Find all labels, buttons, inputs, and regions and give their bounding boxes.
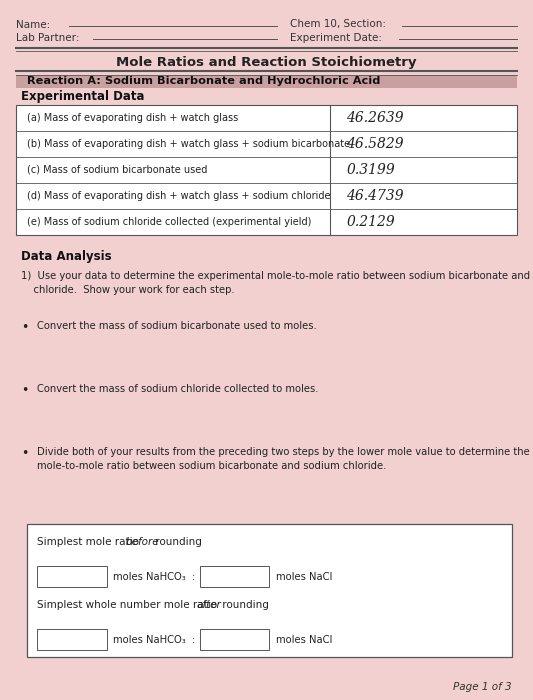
Text: Name:: Name: (16, 20, 50, 29)
Text: (a) Mass of evaporating dish + watch glass: (a) Mass of evaporating dish + watch gla… (27, 113, 238, 123)
Text: before: before (125, 537, 159, 547)
Text: moles NaCl: moles NaCl (276, 635, 332, 645)
Text: Experiment Date:: Experiment Date: (290, 33, 383, 43)
Text: Data Analysis: Data Analysis (21, 250, 112, 263)
Text: 46.5829: 46.5829 (346, 137, 404, 151)
Text: Chem 10, Section:: Chem 10, Section: (290, 20, 386, 29)
Text: Page 1 of 3: Page 1 of 3 (453, 682, 512, 692)
Text: rounding: rounding (219, 600, 269, 610)
Text: 46.2639: 46.2639 (346, 111, 404, 125)
Text: •: • (21, 447, 29, 461)
Text: rounding: rounding (152, 537, 202, 547)
Text: (c) Mass of sodium bicarbonate used: (c) Mass of sodium bicarbonate used (27, 164, 207, 175)
Text: moles NaHCO₃  :: moles NaHCO₃ : (113, 635, 195, 645)
Text: Reaction A: Sodium Bicarbonate and Hydrochloric Acid: Reaction A: Sodium Bicarbonate and Hydro… (27, 76, 380, 86)
Text: 0.3199: 0.3199 (346, 163, 395, 176)
Text: (d) Mass of evaporating dish + watch glass + sodium chloride: (d) Mass of evaporating dish + watch gla… (27, 190, 330, 201)
Bar (200, 566, 269, 587)
Text: 46.4739: 46.4739 (346, 188, 404, 203)
Text: Convert the mass of sodium bicarbonate used to moles.: Convert the mass of sodium bicarbonate u… (37, 321, 317, 331)
Text: Convert the mass of sodium chloride collected to moles.: Convert the mass of sodium chloride coll… (37, 384, 319, 394)
Text: Simplest whole number mole ratio: Simplest whole number mole ratio (37, 600, 221, 610)
Text: 1)  Use your data to determine the experimental mole-to-mole ratio between sodiu: 1) Use your data to determine the experi… (21, 271, 533, 295)
Bar (37, 566, 107, 587)
Text: 0.2129: 0.2129 (346, 214, 395, 228)
Bar (16, 105, 517, 235)
Text: moles NaCl: moles NaCl (276, 572, 332, 582)
Text: •: • (21, 321, 29, 335)
Bar (27, 524, 512, 657)
Bar (200, 629, 269, 650)
Bar (16, 75, 517, 88)
Text: Simplest mole ratio: Simplest mole ratio (37, 537, 142, 547)
Bar (37, 629, 107, 650)
Text: moles NaHCO₃  :: moles NaHCO₃ : (113, 572, 195, 582)
Text: Lab Partner:: Lab Partner: (16, 33, 79, 43)
Text: (b) Mass of evaporating dish + watch glass + sodium bicarbonate: (b) Mass of evaporating dish + watch gla… (27, 139, 350, 149)
Text: Experimental Data: Experimental Data (21, 90, 145, 103)
Text: Mole Ratios and Reaction Stoichiometry: Mole Ratios and Reaction Stoichiometry (116, 56, 417, 69)
Text: Divide both of your results from the preceding two steps by the lower mole value: Divide both of your results from the pre… (37, 447, 533, 471)
Text: after: after (196, 600, 221, 610)
Text: (e) Mass of sodium chloride collected (experimental yield): (e) Mass of sodium chloride collected (e… (27, 216, 311, 227)
Text: •: • (21, 384, 29, 398)
